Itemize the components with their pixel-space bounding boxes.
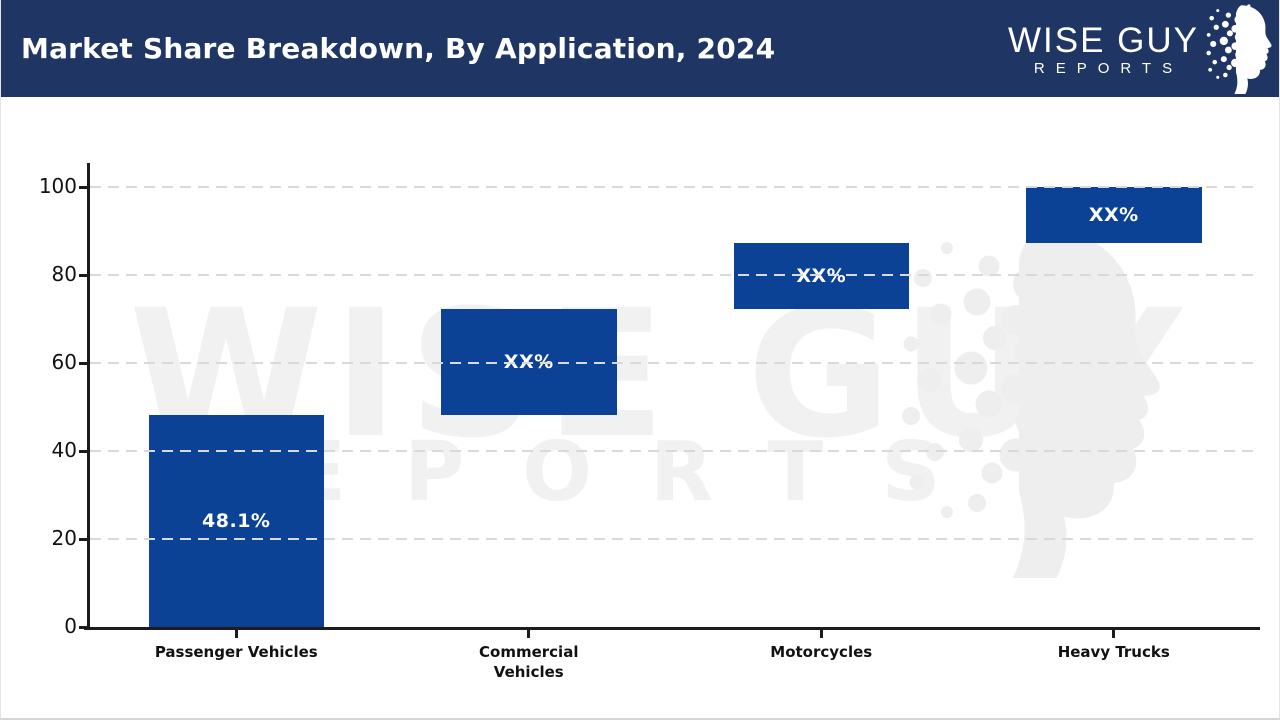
y-axis-line: [87, 163, 90, 630]
bar-passenger-vehicles: 48.1%: [148, 415, 324, 627]
logo-wordmark: WISE GUY REPORTS: [1008, 21, 1199, 77]
header-banner: Market Share Breakdown, By Application, …: [1, 0, 1280, 97]
gridline-20: [90, 538, 1260, 540]
y-tick-mark: [79, 537, 89, 541]
gridline-40: [90, 450, 1260, 452]
x-category-label-line: Passenger Vehicles: [154, 643, 318, 661]
y-tick-mark: [79, 449, 89, 453]
x-tick-mark: [234, 629, 238, 638]
watermark-head-icon: [881, 218, 1181, 578]
y-tick-label: 20: [51, 526, 77, 550]
x-category-label-commercial-vehicles: Commercial Vehicles: [389, 642, 669, 683]
bar-value-label: XX%: [1088, 204, 1139, 227]
x-category-label-passenger-vehicles: Passenger Vehicles: [96, 642, 376, 662]
x-category-label-line: Commercial: [479, 643, 579, 661]
y-tick-label: 0: [64, 614, 77, 638]
logo-brand-subtitle: REPORTS: [1033, 59, 1184, 77]
x-category-label-heavy-trucks: Heavy Trucks: [974, 642, 1254, 662]
y-tick-mark: [79, 185, 89, 189]
logo-brand-name: WISE GUY: [1007, 20, 1199, 60]
x-tick-mark: [1112, 629, 1116, 638]
y-tick-label: 80: [51, 262, 77, 286]
bar-motorcycles: XX%: [733, 243, 909, 309]
x-category-label-line: Heavy Trucks: [1057, 643, 1170, 661]
bar-heavy-trucks: XX%: [1026, 187, 1202, 244]
y-tick-label: 100: [38, 174, 77, 198]
y-tick-label: 60: [51, 350, 77, 374]
x-category-label-line: Motorcycles: [770, 643, 873, 661]
y-tick-mark: [79, 273, 89, 277]
chart-title: Market Share Breakdown, By Application, …: [21, 32, 776, 65]
gridline-80: [90, 274, 1260, 276]
x-tick-mark: [527, 629, 531, 638]
bar-value-label: XX%: [796, 265, 847, 288]
x-tick-mark: [819, 629, 823, 638]
x-category-label-motorcycles: Motorcycles: [681, 642, 961, 662]
y-tick-mark: [79, 361, 89, 365]
wiseguy-reports-logo: WISE GUY REPORTS: [1008, 0, 1280, 97]
x-category-label-line: Vehicles: [493, 663, 564, 682]
y-tick-label: 40: [51, 438, 77, 462]
gridline-60: [90, 362, 1260, 364]
bar-value-label: 48.1%: [202, 510, 271, 533]
gridline-100: [90, 186, 1260, 188]
x-axis-line: [84, 627, 1260, 630]
